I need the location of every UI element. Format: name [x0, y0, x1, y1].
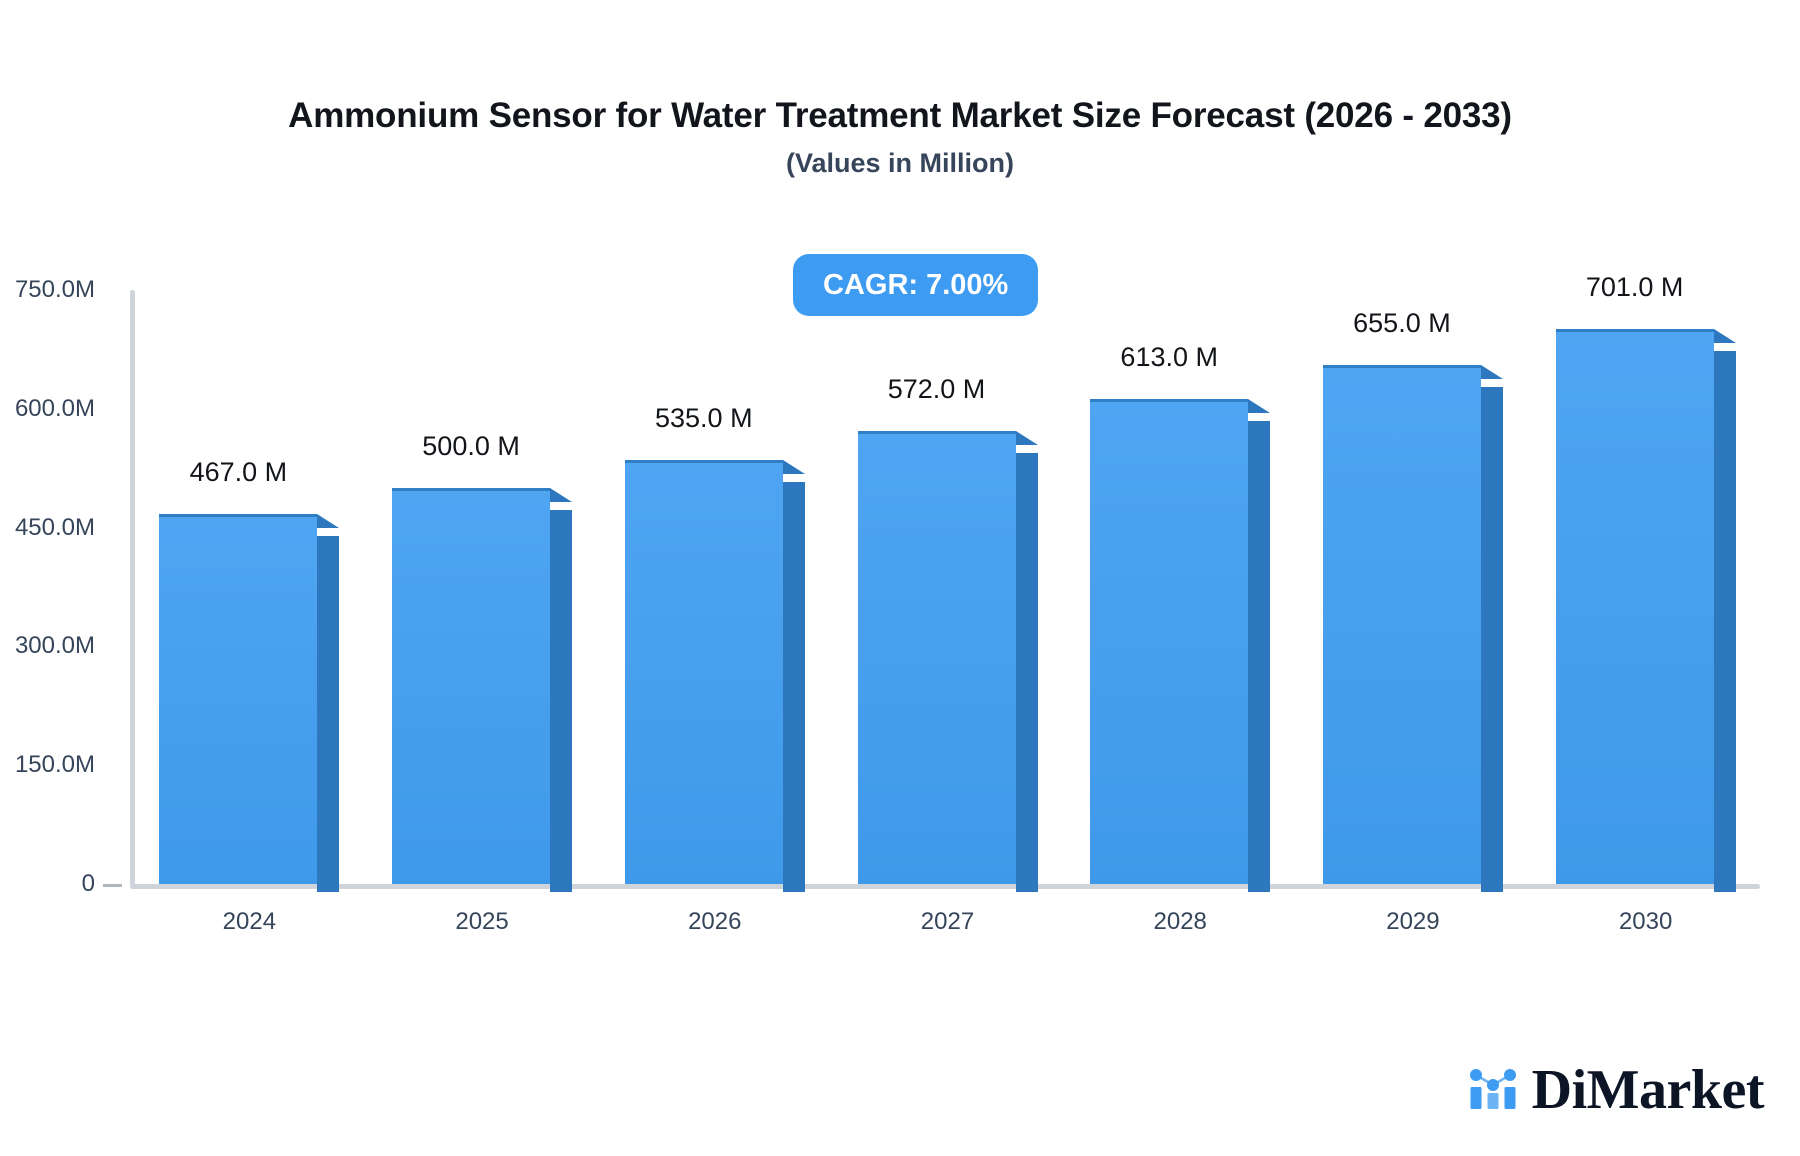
bar-side-bevel — [1248, 398, 1271, 413]
y-axis-tick-label: 0 — [81, 870, 95, 897]
bar-front-face — [624, 460, 783, 884]
bar-side-face — [782, 482, 805, 892]
bar[interactable]: 500.0 M — [392, 431, 573, 892]
x-axis-tick-label: 2026 — [688, 908, 742, 935]
bar-side-bevel — [1713, 328, 1736, 343]
bar-side-bevel — [317, 514, 340, 529]
bar-front-face — [1555, 328, 1714, 884]
bar[interactable]: 613.0 M — [1090, 342, 1271, 892]
bar-side-face — [1713, 350, 1736, 892]
bar-value-label: 655.0 M — [1353, 308, 1451, 339]
bar[interactable]: 655.0 M — [1322, 308, 1503, 892]
bar-side-face — [1480, 387, 1503, 892]
bar-front-face — [1322, 365, 1481, 884]
y-axis-tick-label: 750.0M — [14, 276, 95, 303]
bar-side-bevel — [1015, 430, 1038, 445]
x-axis-tick-label: 2029 — [1386, 908, 1440, 935]
y-axis-tick-label: 300.0M — [14, 632, 95, 660]
dimarket-logo: DiMarket — [1468, 1059, 1765, 1121]
y-axis-tick-label: 600.0M — [14, 394, 95, 422]
bar-value-label: 467.0 M — [189, 457, 288, 488]
bar-side-face — [550, 510, 573, 892]
bar-chart-dots-icon — [1468, 1064, 1518, 1117]
bar-value-label: 535.0 M — [655, 403, 753, 434]
x-axis-tick-label: 2027 — [920, 908, 975, 935]
logo-text: DiMarket — [1531, 1059, 1765, 1121]
chart-subtitle: (Values in Million) — [785, 148, 1015, 178]
bar-side-face — [1015, 452, 1038, 892]
x-axis-tick-label: 2024 — [222, 908, 277, 935]
x-axis-tick-label: 2025 — [455, 908, 509, 935]
bar-side-bevel — [782, 460, 805, 475]
bar-front-face — [392, 488, 551, 884]
bar-value-label: 500.0 M — [422, 431, 520, 461]
page-title: Ammonium Sensor for Water Treatment Mark… — [288, 96, 1512, 135]
bar-front-face — [857, 430, 1016, 884]
x-axis-line — [130, 884, 1760, 889]
bar-value-label: 613.0 M — [1120, 341, 1218, 372]
bar-side-bevel — [550, 488, 573, 502]
bar-side-bevel — [1480, 365, 1503, 380]
bar-value-label: 701.0 M — [1585, 271, 1684, 302]
bar[interactable]: 572.0 M — [857, 374, 1038, 892]
cagr-badge: CAGR: 7.00% — [793, 254, 1039, 316]
bar[interactable]: 535.0 M — [624, 403, 805, 892]
bar-front-face — [1090, 398, 1249, 884]
y-axis-zero-tick — [103, 884, 122, 887]
x-axis-tick-label: 2028 — [1153, 908, 1207, 935]
x-axis-tick-label: 2030 — [1618, 908, 1673, 935]
cagr-badge-label: CAGR: 7.00% — [823, 268, 1009, 301]
bar-side-face — [317, 536, 340, 892]
y-axis-tick-label: 150.0M — [14, 751, 95, 779]
y-axis-line — [130, 290, 135, 886]
bar-side-face — [1248, 420, 1271, 892]
y-axis-tick-label: 450.0M — [14, 513, 95, 541]
bar[interactable]: 467.0 M — [159, 457, 340, 892]
bar[interactable]: 701.0 M — [1555, 272, 1736, 892]
bar-value-label: 572.0 M — [887, 373, 986, 404]
bar-front-face — [159, 514, 318, 884]
